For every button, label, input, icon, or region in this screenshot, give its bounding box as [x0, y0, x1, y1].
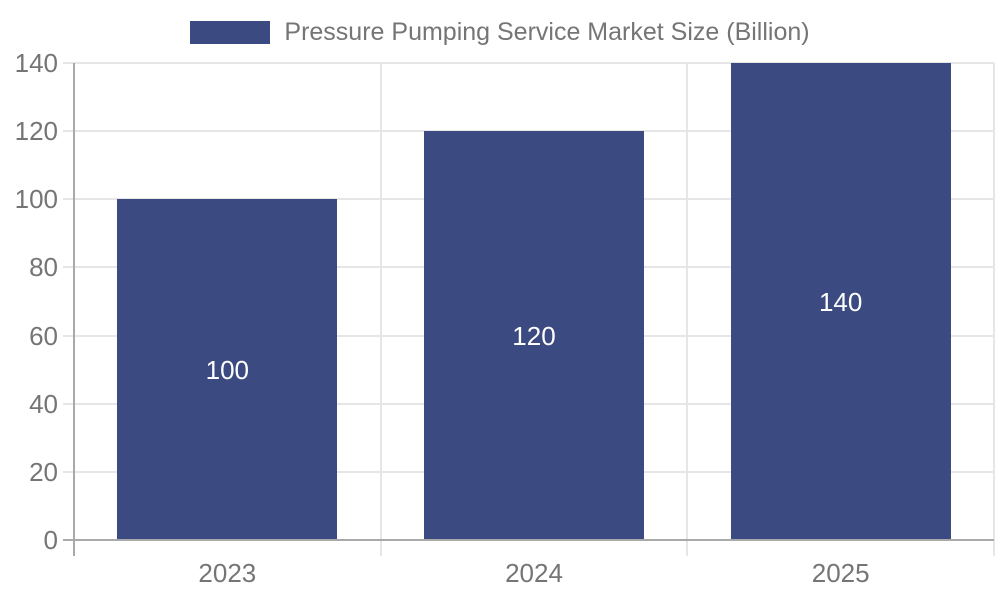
bar-value-label: 140 [818, 286, 863, 317]
x-axis-line [63, 539, 994, 541]
bar [424, 131, 644, 540]
bar [730, 63, 951, 540]
y-axis-tick-label: 100 [14, 184, 58, 215]
x-axis-tick-label: 2024 [505, 558, 563, 588]
y-axis-tick-label: 80 [29, 252, 58, 283]
legend-swatch [190, 20, 271, 44]
y-axis-tick-label: 40 [29, 388, 58, 419]
y-axis-tick-label: 20 [29, 456, 58, 487]
bar [117, 199, 338, 540]
y-axis-line [73, 63, 75, 556]
x-gridline [379, 63, 382, 556]
legend[interactable]: Pressure Pumping Service Market Size (Bi… [0, 16, 1000, 48]
x-gridline [993, 63, 995, 556]
bar-value-label: 100 [205, 354, 250, 385]
legend-label: Pressure Pumping Service Market Size (Bi… [284, 18, 810, 46]
y-gridline [63, 62, 994, 64]
x-axis-tick-label: 2023 [198, 558, 257, 588]
x-axis-tick-label: 2025 [811, 558, 870, 588]
x-gridline [686, 63, 689, 556]
y-axis-tick-label: 140 [14, 48, 58, 78]
y-axis-tick-label: 0 [43, 525, 58, 555]
y-axis-tick-label: 120 [14, 116, 58, 147]
y-axis-tick-label: 60 [29, 320, 58, 351]
bar-value-label: 120 [512, 320, 556, 351]
